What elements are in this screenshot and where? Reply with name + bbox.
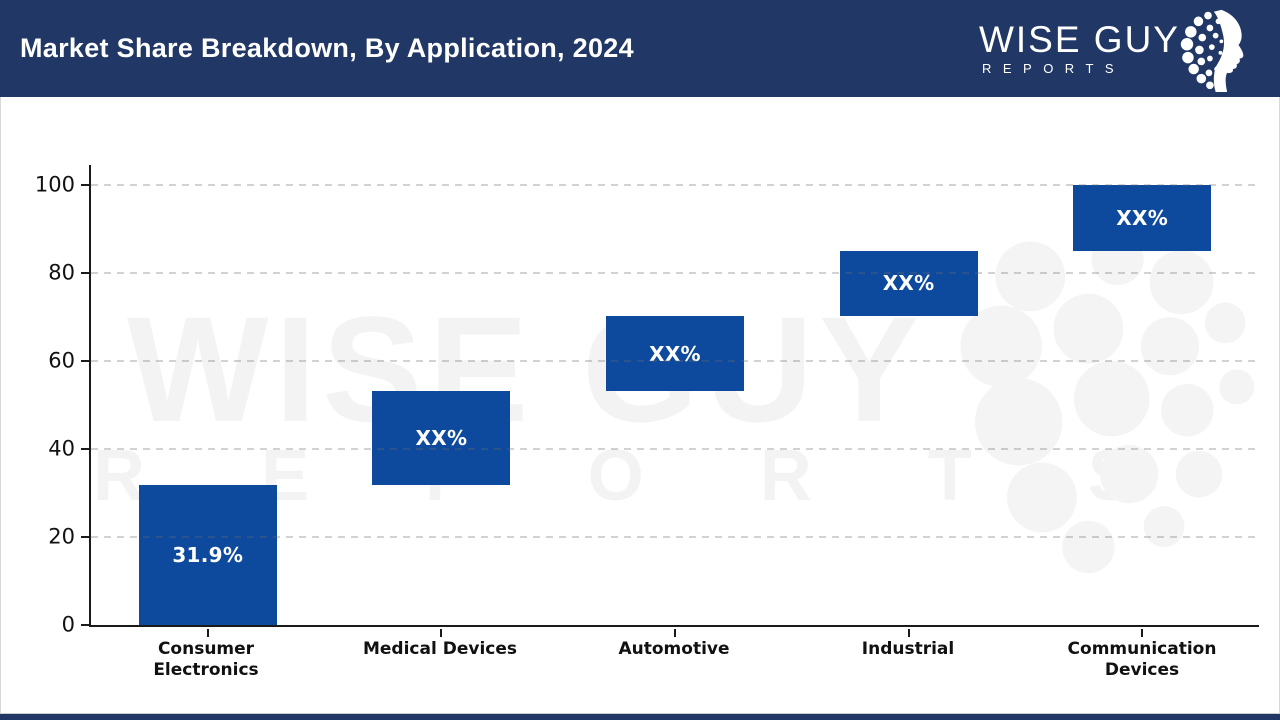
x-tick-label-line: Consumer [157, 639, 255, 659]
bar-value-label: 31.9% [172, 542, 244, 567]
x-tick-label-line: Automotive [618, 639, 730, 659]
x-tick-label-communication-devices: Communication Devices [1025, 639, 1259, 682]
chart-canvas: WISE GUY R E P O R T S 31.9% XX% XX% XX% XX%… [0, 97, 1280, 714]
y-tick-label: 80 [48, 260, 75, 285]
y-tick-mark [81, 184, 89, 186]
bar-column: XX% [558, 165, 792, 637]
bar-column: XX% [325, 165, 559, 637]
y-tick-label: 20 [48, 524, 75, 549]
page-title: Market Share Breakdown, By Application, … [20, 33, 634, 63]
x-tick-mark [1141, 629, 1144, 637]
brand-logo: WISE GUY REPORTS [979, 6, 1250, 92]
x-tick-label-line: Electronics [153, 660, 259, 681]
bar-automotive: XX% [605, 316, 744, 391]
brand-subtitle: REPORTS [981, 61, 1126, 76]
bar-communication-devices: XX% [1073, 185, 1212, 251]
x-tick-label-industrial: Industrial [791, 639, 1025, 682]
x-tick-label-line: Medical Devices [362, 639, 517, 659]
header-bar: Market Share Breakdown, By Application, … [0, 0, 1280, 97]
x-tick-label-line: Devices [1104, 660, 1180, 681]
x-tick-mark [206, 629, 209, 637]
bar-value-label: XX% [1116, 205, 1169, 230]
y-tick-mark [81, 360, 89, 362]
y-tick-mark [81, 536, 89, 538]
watermark-face-icon [960, 232, 1255, 574]
footer-hairline [0, 713, 1280, 714]
y-tick-label: 0 [61, 612, 75, 637]
bar-column: 31.9% [91, 165, 325, 637]
brand-face-icon [1180, 9, 1244, 92]
x-tick-label-consumer-electronics: Consumer Electronics [89, 639, 323, 682]
y-tick-mark [81, 624, 89, 626]
y-tick-mark [81, 272, 89, 274]
y-tick-mark [81, 448, 89, 450]
x-tick-label-line: Communication [1067, 639, 1217, 659]
bar-column: XX% [1025, 165, 1259, 637]
brand-logo-text: WISE GUY REPORTS [979, 21, 1180, 76]
y-gridline [91, 448, 1259, 450]
y-gridline [91, 272, 1259, 274]
bars-container: 31.9% XX% XX% XX% XX% [91, 165, 1259, 637]
y-tick-label: 40 [48, 436, 75, 461]
x-tick-mark [907, 629, 910, 637]
y-gridline [91, 184, 1259, 186]
x-tick-label-automotive: Automotive [557, 639, 791, 682]
footer-bar [0, 714, 1280, 720]
y-tick-label: 100 [34, 172, 75, 197]
x-tick-mark [673, 629, 676, 637]
bar-value-label: XX% [415, 425, 468, 450]
y-gridline [91, 360, 1259, 362]
brand-name: WISE GUY [978, 19, 1180, 60]
bar-column: XX% [792, 165, 1026, 637]
bar-value-label: XX% [649, 341, 701, 366]
bar-consumer-electronics: 31.9% [138, 484, 277, 625]
watermark-text-1: WISE GUY [127, 285, 926, 453]
x-tick-label-line: Industrial [861, 639, 955, 659]
y-tick-label: 60 [48, 348, 75, 373]
x-tick-mark [440, 629, 443, 637]
bar-value-label: XX% [882, 271, 935, 296]
bar-medical-devices: XX% [372, 390, 511, 485]
x-tick-label-medical-devices: Medical Devices [323, 639, 557, 682]
bar-industrial: XX% [839, 250, 978, 317]
plot-area: 31.9% XX% XX% XX% XX% 0 20 40 60 80 100 [35, 165, 1259, 637]
x-axis-labels: Consumer Electronics Medical Devices Automo… [89, 639, 1259, 682]
y-gridline [91, 536, 1259, 538]
